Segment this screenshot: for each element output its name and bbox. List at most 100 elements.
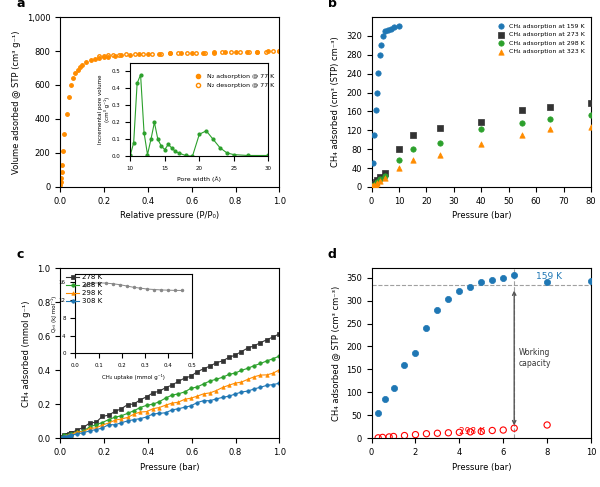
298 K: [187, 395, 194, 401]
278 K: [118, 406, 125, 412]
CH₄ adsorption at 323 K: [370, 182, 379, 189]
Point: [455, 429, 464, 436]
Y-axis label: CH₄ adsorbed (cm³ (STP) cm⁻³): CH₄ adsorbed (cm³ (STP) cm⁻³): [331, 37, 340, 168]
288 K: [206, 378, 214, 384]
N₂ adsorption @ 77 K: [83, 59, 90, 65]
288 K: [251, 363, 258, 369]
Point: [443, 295, 453, 303]
N₂ adsorption @ 77 K: [243, 49, 250, 55]
N₂ desorption @ 77 K: [210, 50, 217, 56]
298 K: [124, 414, 131, 420]
278 K: [212, 360, 220, 366]
N₂ desorption @ 77 K: [254, 49, 261, 55]
Point: [433, 306, 442, 314]
278 K: [143, 394, 150, 400]
N₂ adsorption @ 77 K: [232, 49, 239, 55]
278 K: [60, 433, 67, 439]
298 K: [56, 435, 64, 441]
278 K: [62, 432, 70, 438]
298 K: [206, 390, 214, 396]
278 K: [149, 390, 157, 396]
288 K: [58, 434, 65, 440]
288 K: [105, 417, 112, 423]
298 K: [67, 431, 74, 437]
N₂ adsorption @ 77 K: [61, 131, 68, 137]
288 K: [67, 431, 74, 437]
298 K: [212, 388, 220, 393]
308 K: [61, 434, 68, 440]
Y-axis label: CH₄ adsorbed (mmol g⁻¹): CH₄ adsorbed (mmol g⁻¹): [22, 300, 31, 407]
278 K: [269, 334, 277, 340]
CH₄ adsorption at 323 K: [476, 141, 486, 149]
Text: d: d: [328, 248, 337, 261]
Point: [509, 271, 519, 279]
288 K: [169, 392, 176, 398]
X-axis label: Pressure (bar): Pressure (bar): [140, 463, 199, 471]
CH₄ adsorption at 298 K: [408, 145, 418, 153]
CH₄ adsorption at 159 K: [374, 69, 383, 76]
CH₄ adsorption at 298 K: [436, 140, 445, 148]
288 K: [225, 372, 232, 377]
Line: 298 K: 298 K: [58, 368, 281, 440]
278 K: [92, 419, 100, 425]
278 K: [67, 430, 74, 435]
N₂ adsorption @ 77 K: [127, 52, 134, 57]
Point: [373, 409, 383, 417]
N₂ desorption @ 77 K: [104, 53, 112, 58]
298 K: [225, 382, 232, 388]
298 K: [61, 434, 68, 440]
N₂ desorption @ 77 K: [116, 52, 123, 57]
Point: [410, 350, 420, 357]
308 K: [149, 411, 157, 417]
N₂ adsorption @ 77 K: [92, 56, 99, 62]
N₂ adsorption @ 77 K: [210, 50, 217, 56]
CH₄ adsorption at 159 K: [375, 51, 385, 59]
N₂ desorption @ 77 K: [109, 52, 116, 58]
288 K: [187, 385, 194, 391]
278 K: [276, 331, 283, 337]
288 K: [86, 424, 93, 430]
Point: [466, 283, 475, 291]
278 K: [61, 431, 68, 437]
298 K: [232, 380, 239, 386]
278 K: [155, 388, 163, 394]
308 K: [155, 411, 163, 416]
N₂ adsorption @ 77 K: [155, 51, 163, 56]
278 K: [137, 397, 144, 403]
308 K: [80, 430, 87, 436]
CH₄ adsorption at 323 K: [371, 181, 380, 188]
CH₄ adsorption at 273 K: [380, 169, 390, 177]
Point: [422, 430, 431, 438]
288 K: [238, 368, 245, 374]
298 K: [105, 420, 112, 426]
288 K: [137, 405, 144, 411]
CH₄ adsorption at 323 K: [408, 156, 418, 164]
308 K: [130, 417, 137, 423]
N₂ desorption @ 77 K: [96, 54, 103, 59]
Point: [373, 434, 383, 442]
298 K: [62, 433, 70, 439]
Point: [378, 433, 388, 441]
298 K: [200, 391, 207, 397]
288 K: [276, 353, 283, 359]
298 K: [181, 396, 188, 402]
Point: [400, 361, 409, 369]
288 K: [149, 401, 157, 407]
CH₄ adsorption at 159 K: [389, 23, 398, 31]
308 K: [92, 427, 100, 432]
308 K: [118, 420, 125, 426]
278 K: [187, 374, 194, 379]
278 K: [232, 352, 239, 358]
288 K: [219, 375, 226, 380]
Y-axis label: CH₄ adsorbed @ STP (cm³ cm⁻³): CH₄ adsorbed @ STP (cm³ cm⁻³): [331, 286, 340, 421]
N₂ adsorption @ 77 K: [136, 51, 143, 57]
CH₄ adsorption at 323 K: [436, 151, 445, 159]
N₂ adsorption @ 77 K: [276, 48, 283, 54]
Point: [385, 433, 394, 441]
CH₄ adsorption at 159 K: [368, 159, 378, 167]
Point: [487, 427, 497, 434]
288 K: [269, 356, 277, 362]
X-axis label: Pressure (bar): Pressure (bar): [452, 211, 511, 220]
CH₄ adsorption at 159 K: [380, 27, 390, 35]
288 K: [67, 431, 74, 437]
